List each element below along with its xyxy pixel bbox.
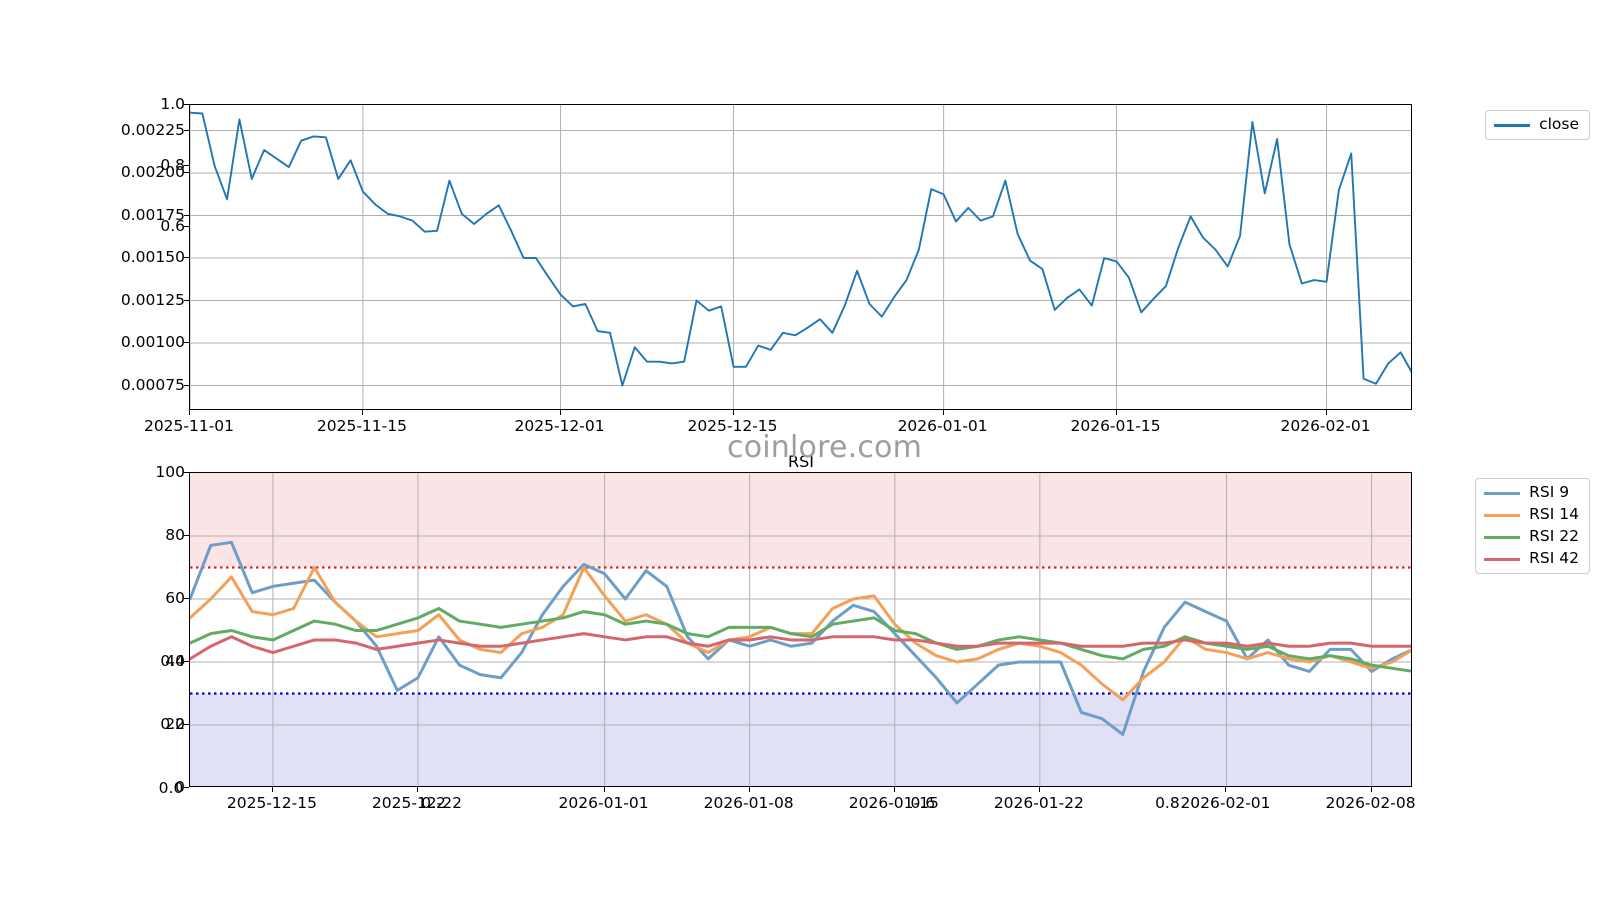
legend-item-rsi-rsi-42[interactable]: RSI 42 xyxy=(1484,551,1579,567)
price-xtick-mark xyxy=(189,410,190,415)
rsi-ytick-mark xyxy=(184,472,189,473)
rsi-legend[interactable]: RSI 9 RSI 14 RSI 22 RSI 42 xyxy=(1475,478,1590,574)
legend-swatch-icon xyxy=(1484,513,1521,517)
rsi-xtick-mark xyxy=(1370,787,1372,792)
price-xtick-label: 2026-01-15 xyxy=(1070,417,1161,435)
price-ytick-label: 0.00150 xyxy=(120,248,185,266)
rsi-xtick-mark xyxy=(416,787,418,792)
rsi-xtick-unit-label: 0.6 xyxy=(910,794,936,812)
rsi-ytick-unit-mark xyxy=(184,661,189,662)
legend-item-label: RSI 22 xyxy=(1529,527,1579,546)
rsi-xtick-unit-label: 0.2 xyxy=(421,794,446,812)
price-ytick-mark xyxy=(184,384,189,386)
rsi-xtick-mark xyxy=(271,787,273,792)
rsi-ytick-unit-label: 0.2 xyxy=(160,715,185,733)
price-ytick-unit-label: 0.6 xyxy=(160,217,185,236)
price-panel: 0.00225 0.00200 0.00175 0.00150 0.00125 0.001… xyxy=(120,95,1590,435)
price-ytick-mark xyxy=(184,214,189,216)
price-ytick-label: 0.00200 xyxy=(120,163,185,181)
rsi-ytick-mark xyxy=(184,535,189,536)
price-ytick-label: 0.00175 xyxy=(120,205,185,224)
rsi-xtick-label: 2025-12-15 xyxy=(226,794,317,812)
legend-swatch-icon xyxy=(1484,535,1521,539)
price-ytick-unit-mark xyxy=(184,226,189,228)
legend-item-label: close xyxy=(1539,115,1579,134)
price-ytick-unit-mark xyxy=(184,165,189,167)
legend-swatch-icon xyxy=(1494,123,1531,127)
rsi-xtick-label: 2026-02-08 xyxy=(1325,794,1416,812)
price-ytick-mark xyxy=(184,257,189,258)
rsi-xtick-unit-label: 0.0 xyxy=(158,779,184,797)
rsi-xtick-mark xyxy=(1038,787,1040,792)
price-xtick-label: 2025-12-15 xyxy=(687,417,778,435)
price-xtick-mark xyxy=(942,410,944,415)
price-xtick-mark xyxy=(1325,410,1327,415)
rsi-panel-title: RSI xyxy=(788,452,814,471)
rsi-xtick-label: 2026-02-01 xyxy=(1180,794,1271,812)
watermark-coinlore: coinlore.com xyxy=(727,430,923,465)
price-xtick-label: 2025-12-01 xyxy=(514,417,605,435)
rsi-xtick-label: 2026-01-01 xyxy=(558,794,649,812)
price-xtick-mark xyxy=(1115,410,1117,415)
rsi-xtick-label: 2025-12-22 xyxy=(371,794,462,812)
rsi-panel: RSI 100 80 60 40 20 0 0.4 0.2 2025-12-15 2025-1… xyxy=(0,450,1600,900)
rsi-xtick-mark xyxy=(603,787,605,792)
price-ytick-unit-label: 1.0 xyxy=(160,95,185,113)
rsi-ytick-label: 80 xyxy=(165,526,185,544)
legend-item-close[interactable]: close xyxy=(1494,117,1579,133)
rsi-plot-area xyxy=(189,472,1412,787)
legend-item-rsi-rsi-22[interactable]: RSI 22 xyxy=(1484,529,1579,545)
price-ytick-label: 0.00075 xyxy=(120,375,185,394)
price-ytick-label: 0.00100 xyxy=(120,333,185,351)
price-xtick-mark xyxy=(732,410,734,415)
price-ytick-label: 0.00125 xyxy=(120,290,185,309)
price-xtick-label: 2025-11-15 xyxy=(316,417,407,435)
price-ytick-unit-mark xyxy=(184,104,189,105)
legend-item-rsi-rsi-14[interactable]: RSI 14 xyxy=(1484,507,1579,523)
rsi-xtick-label: 2026-01-22 xyxy=(993,794,1084,812)
rsi-ytick-label: 60 xyxy=(165,589,185,607)
rsi-xtick-mark xyxy=(1225,787,1227,792)
rsi-ytick-unit-mark xyxy=(184,724,189,725)
rsi-xtick-mark xyxy=(748,787,750,792)
legend-item-rsi-rsi-9[interactable]: RSI 9 xyxy=(1484,485,1579,501)
legend-swatch-icon xyxy=(1484,557,1521,561)
price-ytick-label: 0.00225 xyxy=(120,120,185,139)
price-xtick-label: 2026-02-01 xyxy=(1280,417,1371,435)
rsi-xtick-unit-label: 0.8 xyxy=(1155,794,1180,812)
price-xtick-mark xyxy=(559,410,561,415)
price-ytick-mark xyxy=(184,299,189,301)
rsi-ytick-label: 0 xyxy=(175,778,185,796)
legend-item-label: RSI 9 xyxy=(1529,483,1570,502)
price-ytick-mark xyxy=(184,172,189,173)
price-xtick-label: 2025-11-01 xyxy=(143,417,235,435)
price-xtick-label: 2026-01-01 xyxy=(897,417,988,435)
legend-item-label: RSI 42 xyxy=(1529,549,1579,568)
price-ytick-mark xyxy=(184,129,189,131)
rsi-ytick-mark xyxy=(184,787,189,788)
rsi-xtick-mark xyxy=(893,787,895,792)
price-legend[interactable]: close xyxy=(1485,110,1590,140)
legend-item-label: RSI 14 xyxy=(1529,505,1579,524)
rsi-ytick-label: 100 xyxy=(155,463,185,481)
rsi-xtick-label: 2026-01-08 xyxy=(703,794,794,812)
rsi-ytick-label: 40 xyxy=(165,652,185,670)
price-ytick-mark xyxy=(184,342,189,343)
price-xtick-mark xyxy=(361,410,363,415)
rsi-ytick-unit-label: 0.4 xyxy=(160,652,185,670)
rsi-ytick-mark xyxy=(184,598,189,599)
rsi-ytick-label: 20 xyxy=(165,715,185,733)
price-ytick-unit-label: 0.8 xyxy=(160,156,185,175)
legend-swatch-icon xyxy=(1484,491,1521,495)
price-plot-area xyxy=(189,104,1412,410)
rsi-xtick-label: 2026-01-15 xyxy=(848,794,939,812)
